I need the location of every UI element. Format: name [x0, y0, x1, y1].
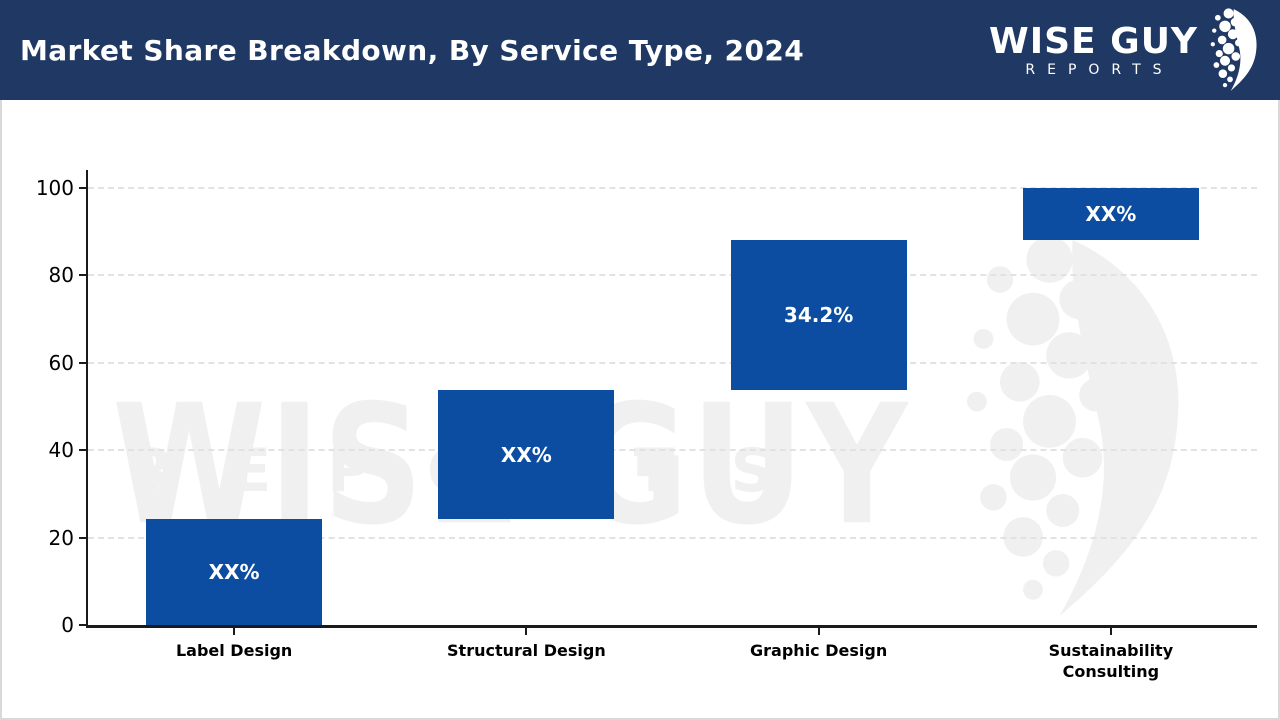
- gridline-y80: [88, 274, 1257, 276]
- bar-label-design: XX%: [146, 519, 323, 625]
- y-tick-label-100: 100: [35, 175, 74, 200]
- bar-value-label-label-design: XX%: [208, 560, 260, 585]
- x-category-label-sustainability-consulting: Sustainability Consulting: [1048, 641, 1174, 681]
- gridline-y40: [88, 449, 1257, 451]
- x-category-label-structural-design: Structural Design: [447, 641, 606, 660]
- gridline-y60: [88, 361, 1257, 364]
- y-tick-label-40: 40: [48, 438, 74, 462]
- page-right-border: [1278, 100, 1280, 720]
- y-axis-line: [86, 170, 88, 628]
- y-tick-20: [79, 536, 88, 539]
- y-tick-label-60: 60: [48, 350, 74, 375]
- y-tick-label-80: 80: [48, 263, 74, 287]
- bar-structural-design: XX%: [438, 390, 615, 520]
- x-category-label-label-design: Label Design: [175, 641, 293, 660]
- y-tick-0: [79, 624, 88, 626]
- y-tick-label-20: 20: [48, 525, 74, 550]
- brand-logo: WISE GUY REPORTS: [989, 7, 1266, 93]
- brand-subname: REPORTS: [1025, 61, 1174, 78]
- y-tick-60: [79, 361, 88, 364]
- bar-graphic-design: 34.2%: [730, 240, 907, 391]
- bar-value-label-sustainability-consulting: XX%: [1085, 201, 1137, 226]
- x-tick-structural-design: [525, 628, 528, 635]
- brand-head-icon: [1210, 8, 1257, 91]
- gridline-y100: [88, 186, 1257, 189]
- x-tick-graphic-design: [817, 628, 820, 635]
- bar-value-label-structural-design: XX%: [500, 442, 552, 467]
- bar-sustainability-consulting: XX%: [1022, 187, 1199, 241]
- page-bottom-border: [0, 718, 1280, 720]
- x-tick-label-design: [233, 628, 236, 635]
- y-tick-label-0: 0: [61, 613, 74, 637]
- y-tick-40: [79, 449, 88, 451]
- x-tick-sustainability-consulting: [1109, 628, 1112, 635]
- y-tick-80: [79, 274, 88, 276]
- x-axis-line: [86, 625, 1257, 628]
- brand-logo-text: WISE GUY REPORTS: [988, 20, 1198, 78]
- y-tick-100: [79, 186, 88, 189]
- gridline-y20: [88, 536, 1257, 539]
- page-left-border: [0, 100, 2, 720]
- x-category-label-graphic-design: Graphic Design: [750, 641, 888, 660]
- bar-value-label-graphic-design: 34.2%: [783, 303, 854, 328]
- chart-plot-area: 0 20 40 60 80 100 XX% Label Design XX% Structural…: [0, 100, 1280, 720]
- header-bar: Market Share Breakdown, By Service Type,…: [0, 0, 1280, 100]
- page-title: Market Share Breakdown, By Service Type,…: [20, 33, 805, 67]
- brand-name: WISE GUY: [988, 20, 1198, 62]
